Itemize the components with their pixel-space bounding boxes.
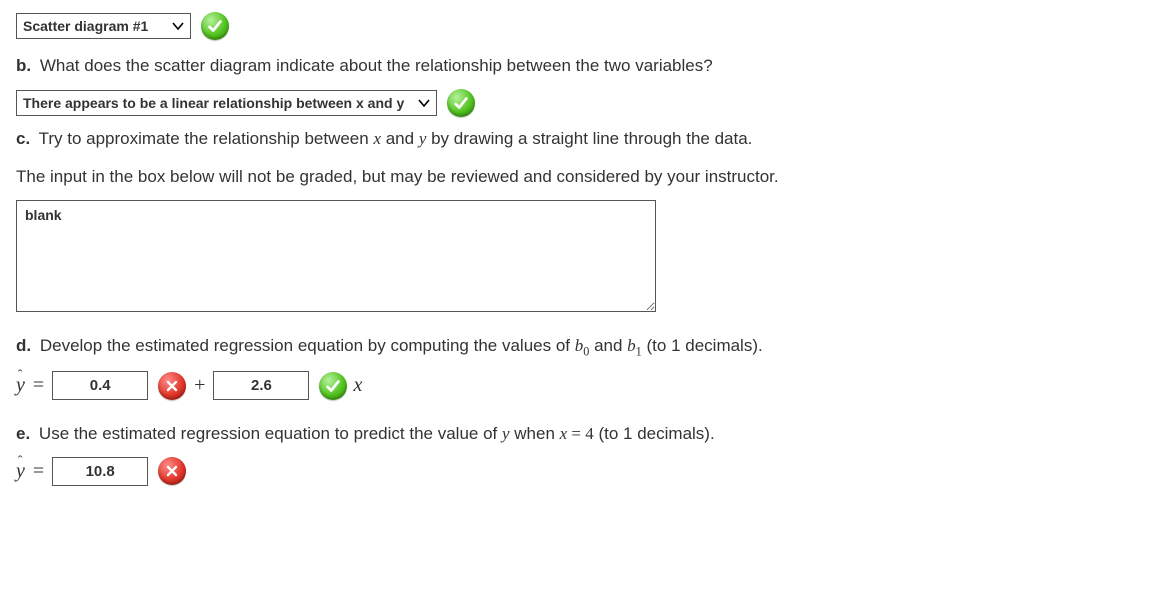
- question-c-label: c.: [16, 129, 30, 148]
- question-b-label: b.: [16, 56, 31, 75]
- chevron-down-icon: [418, 98, 430, 108]
- relationship-select-value: There appears to be a linear relationshi…: [23, 95, 404, 111]
- b0-input[interactable]: 0.4: [52, 371, 148, 400]
- relationship-select[interactable]: There appears to be a linear relationshi…: [16, 90, 437, 116]
- question-e-when: when: [510, 424, 560, 443]
- question-e-text-2: (to 1 decimals).: [594, 424, 715, 443]
- b1-input[interactable]: 2.6: [213, 371, 309, 400]
- question-c: c. Try to approximate the relationship b…: [16, 127, 1148, 152]
- equals-sign: =: [33, 460, 44, 483]
- var-b1: b1: [627, 336, 642, 355]
- var-y: y: [502, 424, 510, 443]
- row-dropdown-b: There appears to be a linear relationshi…: [16, 89, 1148, 117]
- var-x: x: [373, 129, 381, 148]
- question-c-text-3: by drawing a straight line through the d…: [426, 129, 752, 148]
- var-x: x: [353, 374, 362, 397]
- row-dropdown-a: Scatter diagram #1: [16, 12, 1148, 40]
- question-d: d. Develop the estimated regression equa…: [16, 334, 1148, 361]
- freeform-textarea[interactable]: blank: [16, 200, 656, 312]
- eq-four: = 4: [567, 424, 594, 443]
- question-d-text-1: Develop the estimated regression equatio…: [40, 336, 575, 355]
- equals-sign: =: [33, 374, 44, 397]
- y-hat: ˆ y: [16, 374, 25, 397]
- yhat-input[interactable]: 10.8: [52, 457, 148, 486]
- var-b0: b0: [575, 336, 590, 355]
- plus-sign: +: [194, 374, 205, 397]
- textarea-value: blank: [25, 207, 62, 223]
- equation-d-row: ˆ y = 0.4 + 2.6 x: [16, 371, 1148, 400]
- check-icon: [447, 89, 475, 117]
- equation-e-row: ˆ y = 10.8: [16, 457, 1148, 486]
- check-icon: [201, 12, 229, 40]
- question-c-text-1: Try to approximate the relationship betw…: [39, 129, 374, 148]
- chevron-down-icon: [172, 21, 184, 31]
- question-e-label: e.: [16, 424, 30, 443]
- note-c: The input in the box below will not be g…: [16, 165, 1148, 190]
- question-e: e. Use the estimated regression equation…: [16, 422, 1148, 447]
- scatter-diagram-select[interactable]: Scatter diagram #1: [16, 13, 191, 39]
- question-e-text-1: Use the estimated regression equation to…: [39, 424, 502, 443]
- question-b-text: What does the scatter diagram indicate a…: [40, 56, 713, 75]
- check-icon: [319, 372, 347, 400]
- question-c-text-2: and: [381, 129, 419, 148]
- scatter-diagram-select-value: Scatter diagram #1: [23, 18, 148, 34]
- question-b: b. What does the scatter diagram indicat…: [16, 54, 1148, 79]
- y-hat: ˆ y: [16, 460, 25, 483]
- question-d-label: d.: [16, 336, 31, 355]
- x-icon: [158, 457, 186, 485]
- question-d-and: and: [589, 336, 627, 355]
- question-d-text-2: (to 1 decimals).: [642, 336, 763, 355]
- x-icon: [158, 372, 186, 400]
